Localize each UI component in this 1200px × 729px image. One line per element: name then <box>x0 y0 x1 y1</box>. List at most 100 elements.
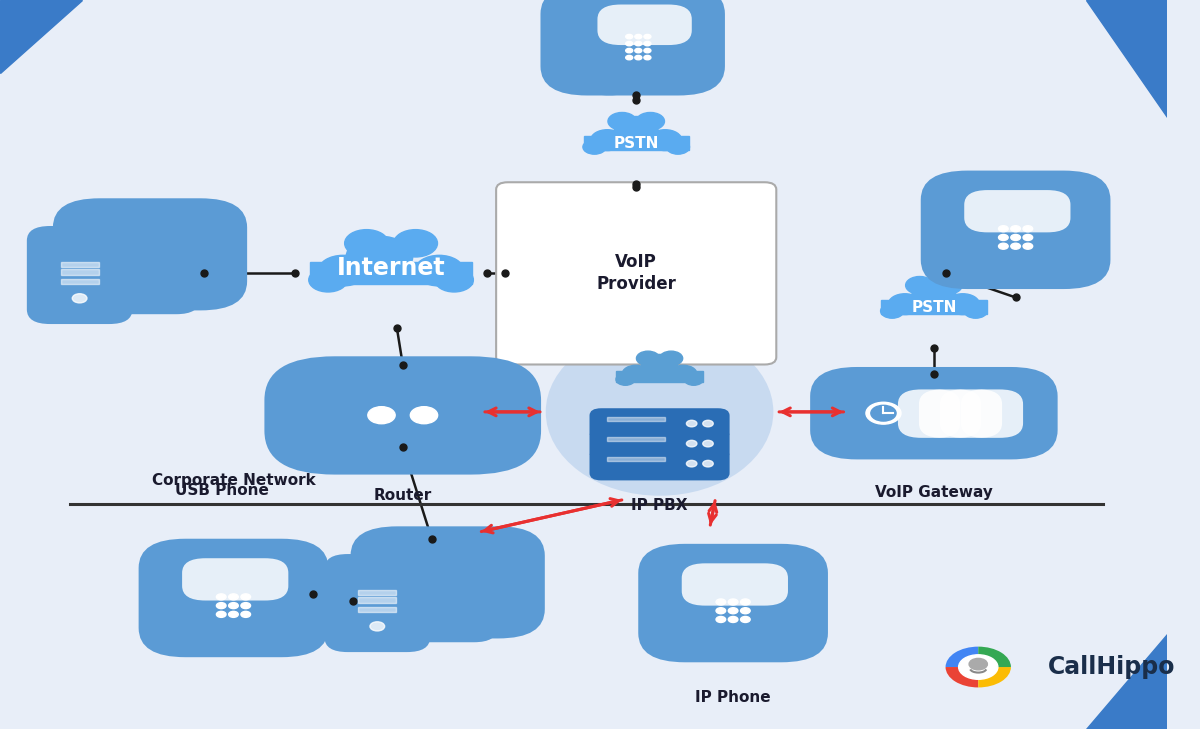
Circle shape <box>410 407 438 424</box>
Circle shape <box>368 407 395 424</box>
FancyBboxPatch shape <box>589 408 730 440</box>
FancyBboxPatch shape <box>598 4 691 45</box>
Circle shape <box>716 617 726 623</box>
Bar <box>359 590 396 595</box>
Circle shape <box>241 594 251 600</box>
Circle shape <box>648 130 682 151</box>
FancyBboxPatch shape <box>961 389 1024 438</box>
FancyBboxPatch shape <box>350 526 545 639</box>
Bar <box>583 136 689 150</box>
Circle shape <box>906 276 934 295</box>
Circle shape <box>636 112 665 130</box>
Circle shape <box>666 140 690 155</box>
Circle shape <box>308 268 347 292</box>
Circle shape <box>703 440 713 447</box>
Circle shape <box>644 55 650 60</box>
Bar <box>144 280 156 293</box>
FancyBboxPatch shape <box>920 171 1110 289</box>
FancyBboxPatch shape <box>940 389 1002 438</box>
Circle shape <box>229 603 239 609</box>
Circle shape <box>716 608 726 614</box>
Circle shape <box>608 112 636 130</box>
Circle shape <box>686 440 697 447</box>
Circle shape <box>229 594 239 600</box>
Circle shape <box>686 571 700 580</box>
Circle shape <box>400 389 406 392</box>
FancyBboxPatch shape <box>540 0 654 95</box>
FancyBboxPatch shape <box>344 566 410 590</box>
Text: PSTN: PSTN <box>613 136 659 151</box>
Circle shape <box>970 658 988 670</box>
FancyBboxPatch shape <box>589 448 730 480</box>
Bar <box>607 456 665 461</box>
Circle shape <box>216 594 226 600</box>
Bar <box>359 607 396 612</box>
Circle shape <box>934 276 962 295</box>
Text: Corporate Network: Corporate Network <box>151 473 316 488</box>
Circle shape <box>635 48 642 52</box>
Text: CallHippo: CallHippo <box>1049 655 1176 679</box>
Bar <box>607 437 665 441</box>
Circle shape <box>968 225 983 234</box>
FancyBboxPatch shape <box>965 190 1070 233</box>
Circle shape <box>625 34 632 39</box>
Circle shape <box>1024 235 1033 241</box>
Circle shape <box>728 608 738 614</box>
Circle shape <box>635 42 642 46</box>
Polygon shape <box>1086 0 1168 117</box>
Bar <box>881 300 986 314</box>
FancyBboxPatch shape <box>182 558 288 601</box>
Circle shape <box>635 55 642 60</box>
Circle shape <box>72 294 86 303</box>
FancyBboxPatch shape <box>101 277 199 314</box>
Circle shape <box>344 230 389 257</box>
Wedge shape <box>978 667 1010 687</box>
Circle shape <box>740 608 750 614</box>
Circle shape <box>241 612 251 617</box>
Circle shape <box>684 373 703 385</box>
Circle shape <box>625 48 632 52</box>
FancyBboxPatch shape <box>638 544 828 662</box>
Circle shape <box>888 294 922 315</box>
Circle shape <box>434 268 473 292</box>
FancyBboxPatch shape <box>324 554 430 652</box>
Circle shape <box>998 243 1008 249</box>
Circle shape <box>670 365 697 382</box>
FancyBboxPatch shape <box>26 226 132 324</box>
Circle shape <box>740 617 750 623</box>
FancyBboxPatch shape <box>898 389 960 438</box>
Circle shape <box>415 255 463 286</box>
FancyBboxPatch shape <box>589 429 730 461</box>
Bar <box>617 370 703 382</box>
Text: IP Phone: IP Phone <box>695 690 770 705</box>
Bar <box>607 417 665 421</box>
Bar <box>61 270 98 275</box>
Circle shape <box>186 593 200 602</box>
Circle shape <box>625 55 632 60</box>
Circle shape <box>1010 243 1020 249</box>
Circle shape <box>998 235 1008 241</box>
Circle shape <box>686 461 697 467</box>
Wedge shape <box>946 667 978 687</box>
Circle shape <box>728 599 738 605</box>
Circle shape <box>959 655 998 679</box>
Circle shape <box>625 42 632 46</box>
Circle shape <box>1024 226 1033 232</box>
Circle shape <box>394 230 438 257</box>
Circle shape <box>716 599 726 605</box>
Bar <box>442 608 454 621</box>
Circle shape <box>1010 235 1020 241</box>
Circle shape <box>644 42 650 46</box>
Circle shape <box>964 304 988 319</box>
Circle shape <box>636 351 660 366</box>
Circle shape <box>740 599 750 605</box>
Ellipse shape <box>546 328 773 496</box>
Circle shape <box>998 226 1008 232</box>
Circle shape <box>186 566 200 574</box>
Circle shape <box>660 351 683 366</box>
Text: Internet: Internet <box>337 256 445 279</box>
FancyBboxPatch shape <box>650 553 736 627</box>
Circle shape <box>229 612 239 617</box>
FancyBboxPatch shape <box>682 564 788 606</box>
Circle shape <box>616 373 635 385</box>
